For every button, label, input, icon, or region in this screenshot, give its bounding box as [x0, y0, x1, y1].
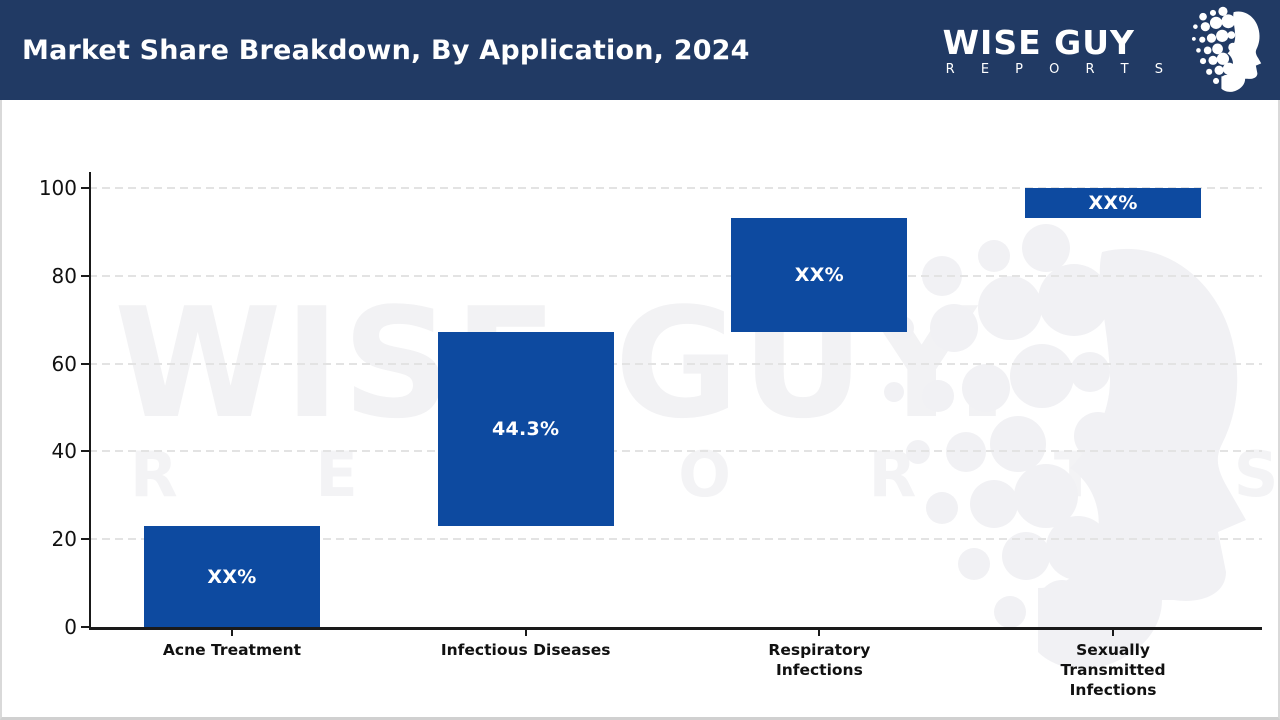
- y-axis-label-100: 100: [38, 176, 77, 200]
- header-bar: Market Share Breakdown, By Application, …: [0, 0, 1280, 100]
- y-axis-spine: [89, 172, 91, 630]
- gridline-60: [89, 362, 1262, 365]
- bar-value-label: XX%: [207, 565, 257, 588]
- gridline-40: [89, 450, 1262, 453]
- category-label-1: Infectious Diseases: [440, 641, 611, 659]
- x-axis-tick-3: [1112, 630, 1115, 636]
- x-axis-spine: [89, 627, 1262, 630]
- x-axis-tick-1: [524, 630, 527, 636]
- x-axis-tick-2: [818, 630, 821, 636]
- category-label-0: Acne Treatment: [162, 641, 302, 659]
- y-axis-tick-40: [81, 450, 89, 453]
- bar-sexually-transmitted-infections: XX%: [1025, 188, 1202, 218]
- y-axis-label-80: 80: [51, 263, 77, 288]
- bar-value-label: XX%: [1088, 191, 1138, 214]
- bar-infectious-diseases: 44.3%: [437, 331, 614, 527]
- category-label-2: Respiratory Infections: [768, 641, 871, 679]
- bar-value-label: XX%: [794, 263, 845, 286]
- logo-wordmark: WISE GUY: [942, 22, 1135, 62]
- category-label-3: Sexually Transmitted Infections: [1060, 641, 1166, 699]
- wiseguy-logo: WISE GUY R E P O R T S: [943, 0, 1272, 100]
- bar-respiratory-infections: XX%: [731, 217, 908, 332]
- y-axis-label-20: 20: [51, 527, 77, 552]
- page-title: Market Share Breakdown, By Application, …: [22, 34, 750, 66]
- y-axis-tick-80: [81, 274, 89, 277]
- gridline-80: [89, 274, 1262, 277]
- x-axis-tick-0: [231, 630, 233, 636]
- y-axis-tick-0: [81, 626, 89, 628]
- bar-acne-treatment: XX%: [144, 526, 320, 627]
- chart-area: WISE GUY. R E P O R T S 0 20 40 60 80 100 XX% A…: [0, 100, 1280, 720]
- y-axis-tick-20: [81, 538, 89, 541]
- logo-face-icon: [1191, 6, 1262, 92]
- y-axis-tick-60: [81, 362, 89, 365]
- y-axis-label-60: 60: [51, 351, 77, 376]
- wiseguy-logo-text: WISE GUY R E P O R T S: [942, 22, 1174, 77]
- waterfall-plot: 0 20 40 60 80 100 XX% Acne Treatment 44.3% Infect…: [2, 100, 1278, 717]
- y-axis-label-40: 40: [51, 439, 77, 464]
- gridline-20: [89, 538, 1262, 541]
- y-axis-tick-100: [81, 187, 89, 189]
- gridline-100: [89, 187, 1262, 189]
- logo-subtitle: R E P O R T S: [945, 61, 1174, 77]
- bar-value-label: 44.3%: [491, 418, 560, 441]
- y-axis-label-0: 0: [64, 615, 77, 639]
